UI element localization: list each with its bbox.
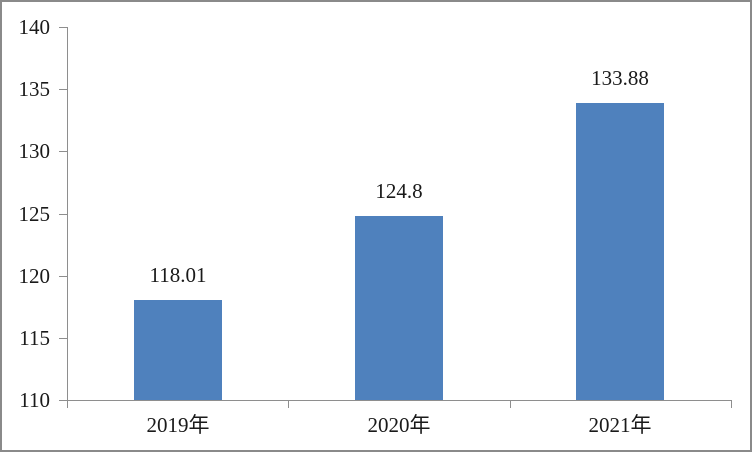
y-axis-tick bbox=[59, 89, 67, 90]
bar-2019年 bbox=[134, 300, 222, 400]
bar-2020年 bbox=[355, 216, 443, 400]
y-axis-tick-label: 125 bbox=[18, 202, 51, 226]
x-axis-category-label: 2020年 bbox=[367, 413, 431, 437]
y-axis-tick-label: 140 bbox=[18, 15, 51, 39]
y-axis-tick bbox=[59, 276, 67, 277]
y-axis-tick-label: 115 bbox=[19, 326, 50, 350]
x-axis-category-label: 2019年 bbox=[146, 413, 210, 437]
x-axis-tick bbox=[288, 400, 289, 408]
y-axis-tick-label: 120 bbox=[18, 264, 51, 288]
x-axis-tick bbox=[510, 400, 511, 408]
y-axis-line bbox=[67, 27, 68, 401]
y-axis-tick-label: 135 bbox=[18, 77, 51, 101]
bar-2021年 bbox=[576, 103, 664, 400]
bar-value-label: 133.88 bbox=[591, 66, 649, 90]
y-axis-tick bbox=[59, 214, 67, 215]
y-axis-tick bbox=[59, 27, 67, 28]
x-axis-category-label: 2021年 bbox=[588, 413, 652, 437]
x-axis-tick bbox=[731, 400, 732, 408]
y-axis-tick-label: 130 bbox=[18, 139, 51, 163]
x-axis-line bbox=[67, 400, 732, 401]
y-axis-tick bbox=[59, 400, 67, 401]
y-axis-tick bbox=[59, 338, 67, 339]
bar-value-label: 118.01 bbox=[149, 263, 207, 287]
y-axis-tick bbox=[59, 151, 67, 152]
bar-value-label: 124.8 bbox=[375, 179, 423, 203]
x-axis-tick bbox=[67, 400, 68, 408]
y-axis-tick-label: 110 bbox=[19, 388, 50, 412]
